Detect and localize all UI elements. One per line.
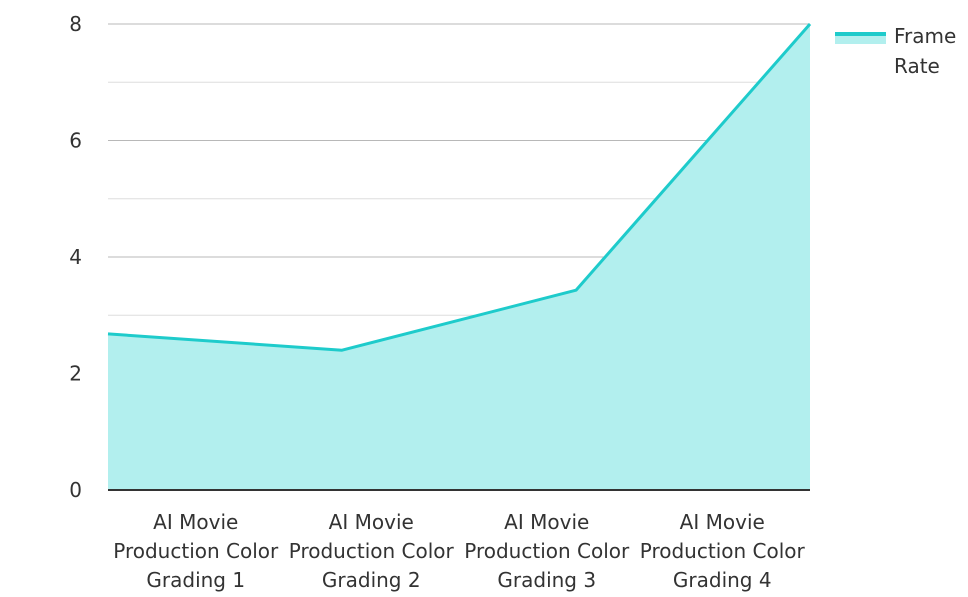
y-tick-label: 4 xyxy=(69,245,82,269)
x-category-label-line: AI Movie xyxy=(329,510,414,534)
legend-label-line: Frame xyxy=(894,24,956,48)
legend: Frame Rate xyxy=(835,24,956,78)
x-category-label: AI Movie Production Color Grading 2 xyxy=(289,510,455,592)
x-category-label: AI Movie Production Color Grading 4 xyxy=(640,510,806,592)
x-category-label-line: Production Color xyxy=(464,539,630,563)
x-category-label-line: Grading 4 xyxy=(673,568,772,592)
y-tick-label: 2 xyxy=(69,362,82,386)
x-category-label-line: Production Color xyxy=(113,539,279,563)
x-category-label-line: AI Movie xyxy=(680,510,765,534)
y-axis-tick-labels: 0 2 4 6 8 xyxy=(69,12,82,502)
x-category-label-line: Grading 3 xyxy=(497,568,596,592)
y-tick-label: 6 xyxy=(69,129,82,153)
series-area xyxy=(107,23,812,490)
x-category-label-line: Production Color xyxy=(289,539,455,563)
legend-swatch-fill xyxy=(835,33,886,44)
x-category-label: AI Movie Production Color Grading 1 xyxy=(113,510,279,592)
x-axis-category-labels: AI Movie Production Color Grading 1AI Movi… xyxy=(113,510,805,592)
x-category-label-line: AI Movie xyxy=(504,510,589,534)
series-line xyxy=(107,23,812,352)
legend-label: Frame Rate xyxy=(894,24,956,78)
x-category-label-line: Grading 2 xyxy=(322,568,421,592)
area-fill xyxy=(108,24,810,490)
x-category-label-line: Production Color xyxy=(640,539,806,563)
y-tick-label: 0 xyxy=(69,478,82,502)
x-category-label: AI Movie Production Color Grading 3 xyxy=(464,510,630,592)
legend-label-line: Rate xyxy=(894,54,940,78)
y-tick-label: 8 xyxy=(69,12,82,36)
x-category-label-line: Grading 1 xyxy=(146,568,245,592)
x-category-label-line: AI Movie xyxy=(153,510,238,534)
